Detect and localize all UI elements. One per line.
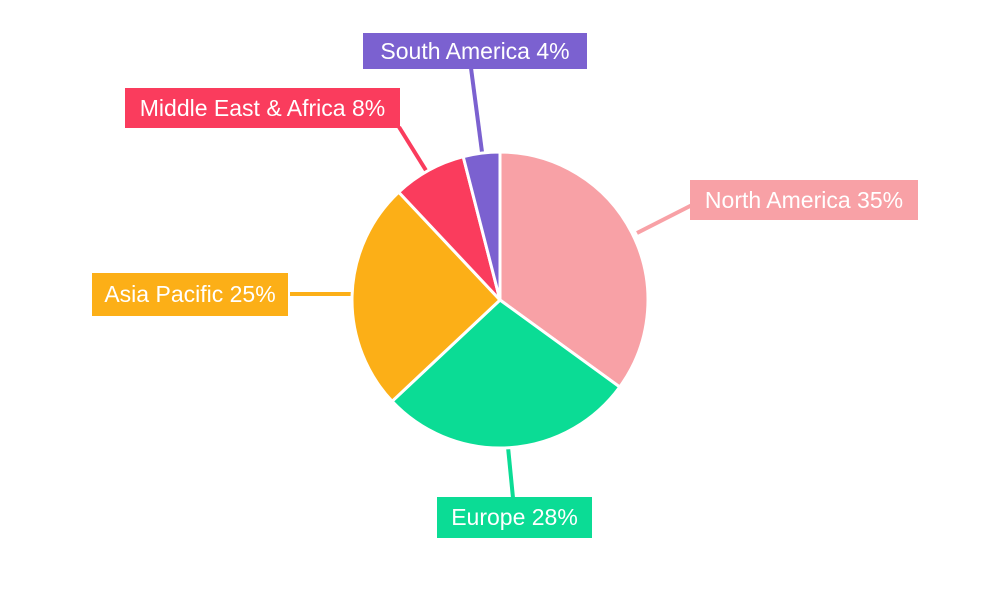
pie-slice-asia-pacific[interactable] — [350, 190, 502, 403]
leader-line-europe — [506, 446, 515, 499]
pie-label-asia-pacific: Asia Pacific 25% — [92, 273, 288, 316]
leader-line-south-america — [469, 67, 484, 153]
leader-line-middle-east-and-africa — [397, 125, 429, 174]
pie-slice-europe[interactable] — [390, 298, 622, 450]
pie-slice-south-america[interactable] — [461, 150, 502, 302]
leader-line-north-america — [636, 201, 697, 235]
pie-label-middle-east-africa: Middle East & Africa 8% — [125, 88, 400, 128]
pie-label-north-america: North America 35% — [690, 180, 918, 220]
pie-label-south-america: South America 4% — [363, 33, 587, 69]
pie-slice-north-america[interactable] — [498, 150, 650, 389]
pie-label-europe: Europe 28% — [437, 497, 592, 538]
